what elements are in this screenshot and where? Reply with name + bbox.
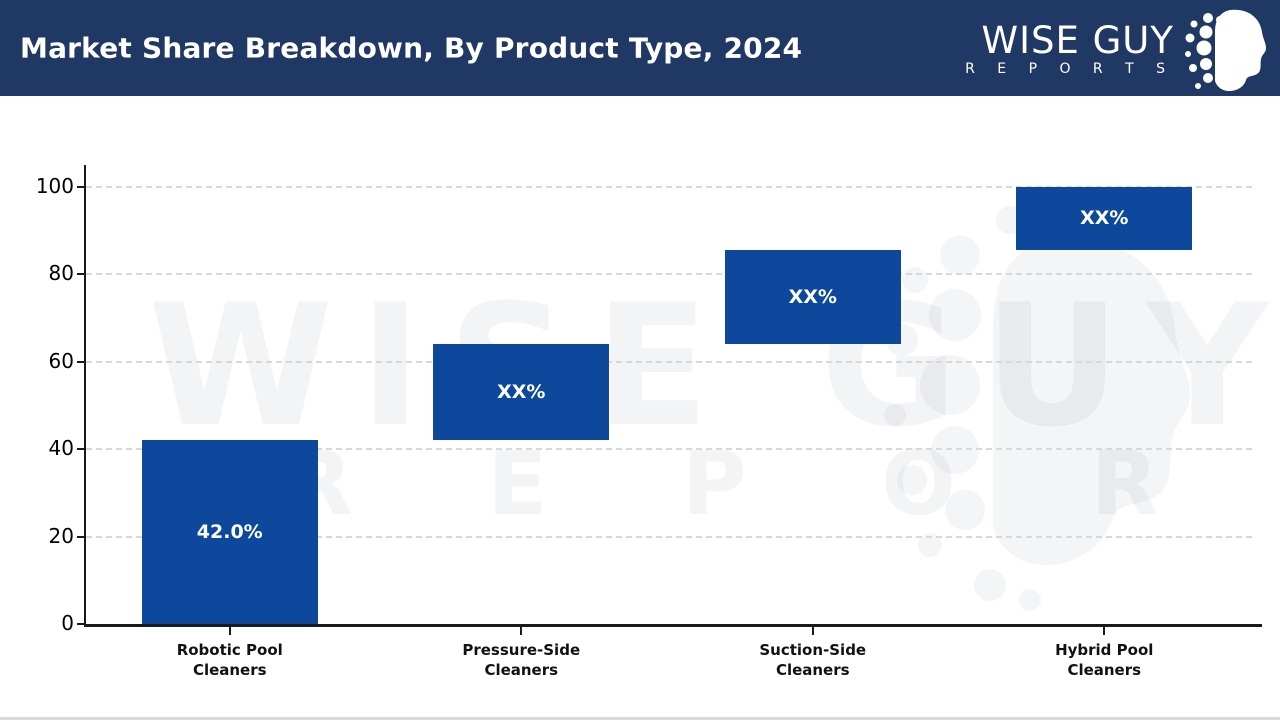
bar-value-label: XX% [497, 381, 546, 404]
header-bar: Market Share Breakdown, By Product Type,… [0, 0, 1280, 96]
wise-guy-reports-logo: WISE GUY R E P O R T S [965, 6, 1266, 92]
y-tick-label: 100 [35, 173, 74, 198]
x-category-label: Hybrid Pool Cleaners [1055, 641, 1154, 680]
y-tick-label: 20 [48, 523, 74, 548]
bar-value-label: XX% [788, 285, 837, 308]
y-tick-mark [77, 273, 85, 275]
y-tick-label: 40 [48, 436, 74, 460]
y-tick-mark [77, 535, 85, 538]
bottom-border [0, 717, 1280, 720]
y-tick-mark [77, 360, 85, 363]
x-category-label: Pressure-Side Cleaners [462, 641, 581, 680]
y-tick-label: 60 [48, 348, 74, 373]
watermark-wordmark: WISE GUY [148, 268, 1280, 464]
y-tick-mark [77, 185, 85, 188]
y-gridline [86, 535, 1252, 538]
y-gridline [86, 185, 1252, 188]
y-tick-label: 0 [61, 611, 74, 635]
y-gridline [86, 360, 1252, 363]
x-tick-mark [811, 626, 814, 635]
page-title: Market Share Breakdown, By Product Type,… [20, 31, 803, 65]
bar: XX% [433, 344, 610, 441]
x-category-label: Robotic Pool Cleaners [176, 641, 283, 680]
x-tick-mark [1103, 626, 1106, 635]
x-tick-mark [228, 626, 231, 635]
bar-value-label: 42.0% [196, 521, 263, 544]
y-axis-line [83, 165, 86, 627]
bar: XX% [724, 249, 901, 344]
y-tick-label: 80 [48, 261, 74, 285]
logo-wordmark: WISE GUY [981, 19, 1174, 62]
watermark-head-icon [884, 200, 1190, 611]
plot-area: 0 20 40 60 80 100 42.0% Robotic Pool Cleaners XX… [0, 96, 1280, 717]
y-tick-mark [77, 448, 85, 450]
x-category-label: Suction-Side Cleaners [759, 641, 867, 680]
y-gridline [86, 448, 1252, 450]
x-tick-mark [520, 626, 523, 635]
x-axis-line [83, 624, 1262, 627]
bar: 42.0% [141, 440, 318, 624]
y-tick-mark [77, 623, 85, 625]
bar-value-label: XX% [1080, 207, 1129, 230]
logo-subtitle: R E P O R T S [965, 61, 1174, 77]
logo-text: WISE GUY R E P O R T S [965, 22, 1174, 77]
bar: XX% [1016, 186, 1193, 250]
logo-head-icon [1185, 9, 1266, 92]
y-gridline [86, 273, 1252, 275]
